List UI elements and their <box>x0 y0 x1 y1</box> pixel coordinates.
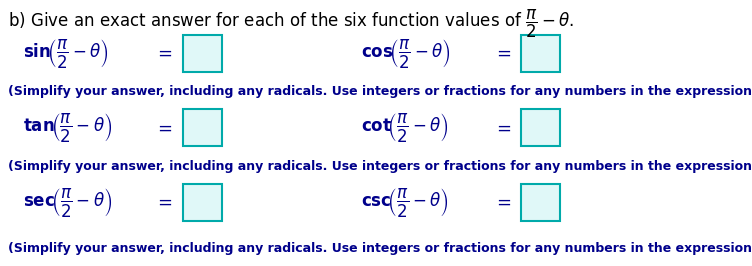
Text: $\mathbf{csc}\!\left(\dfrac{\pi}{2}-\theta\right)$: $\mathbf{csc}\!\left(\dfrac{\pi}{2}-\the… <box>361 186 449 219</box>
Text: $\mathbf{sec}\!\left(\dfrac{\pi}{2}-\theta\right)$: $\mathbf{sec}\!\left(\dfrac{\pi}{2}-\the… <box>23 186 112 219</box>
Text: $=$: $=$ <box>493 44 511 62</box>
Text: b) Give an exact answer for each of the six function values of $\dfrac{\pi}{2}-\: b) Give an exact answer for each of the … <box>8 8 574 40</box>
FancyBboxPatch shape <box>521 109 560 146</box>
Text: $\mathbf{sin}\!\left(\dfrac{\pi}{2}-\theta\right)$: $\mathbf{sin}\!\left(\dfrac{\pi}{2}-\the… <box>23 37 108 70</box>
Text: (Simplify your answer, including any radicals. Use integers or fractions for any: (Simplify your answer, including any rad… <box>8 85 752 98</box>
Text: $\mathbf{tan}\!\left(\dfrac{\pi}{2}-\theta\right)$: $\mathbf{tan}\!\left(\dfrac{\pi}{2}-\the… <box>23 111 112 144</box>
FancyBboxPatch shape <box>183 109 222 146</box>
Text: $=$: $=$ <box>154 193 173 211</box>
Text: $=$: $=$ <box>493 193 511 211</box>
FancyBboxPatch shape <box>183 184 222 221</box>
FancyBboxPatch shape <box>521 184 560 221</box>
Text: (Simplify your answer, including any radicals. Use integers or fractions for any: (Simplify your answer, including any rad… <box>8 242 752 255</box>
Text: $=$: $=$ <box>154 44 173 62</box>
Text: $=$: $=$ <box>493 119 511 137</box>
Text: $\mathbf{cot}\!\left(\dfrac{\pi}{2}-\theta\right)$: $\mathbf{cot}\!\left(\dfrac{\pi}{2}-\the… <box>361 111 448 144</box>
FancyBboxPatch shape <box>521 35 560 72</box>
FancyBboxPatch shape <box>183 35 222 72</box>
Text: $=$: $=$ <box>154 119 173 137</box>
Text: (Simplify your answer, including any radicals. Use integers or fractions for any: (Simplify your answer, including any rad… <box>8 160 752 173</box>
Text: $\mathbf{cos}\!\left(\dfrac{\pi}{2}-\theta\right)$: $\mathbf{cos}\!\left(\dfrac{\pi}{2}-\the… <box>361 37 450 70</box>
